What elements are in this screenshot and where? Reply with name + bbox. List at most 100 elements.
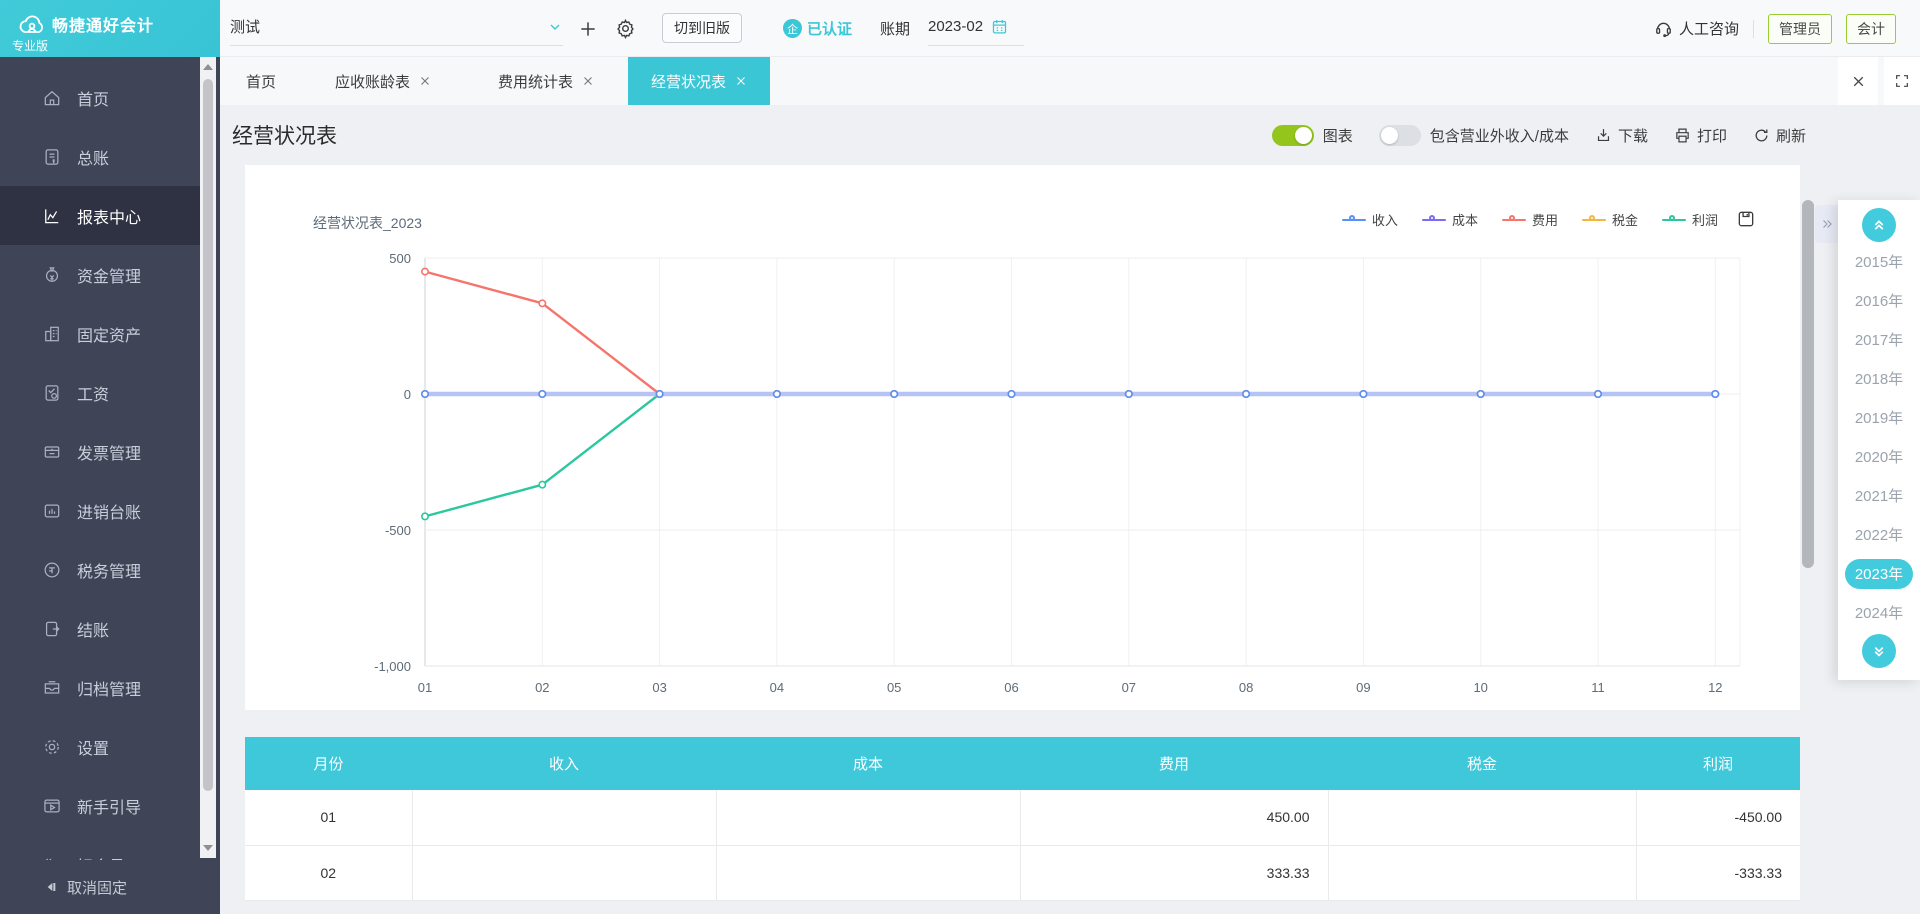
year-item-2019年[interactable]: 2019年 [1854,410,1904,427]
content-scrollbar-thumb[interactable] [1802,200,1814,568]
svg-text:03: 03 [652,680,666,695]
app-edition-label: 专业版 [12,39,49,53]
download-icon [1597,128,1610,141]
table-cell: 01 [245,790,413,846]
sidebar-item-8[interactable]: 进销台账 [0,481,200,540]
fullscreen-icon [1896,75,1908,87]
year-panel-collapse-tab[interactable] [1815,205,1838,243]
table-cell [716,790,1021,846]
period-picker[interactable]: 2023-02 [928,8,1024,46]
divider [1753,19,1754,38]
scroll-down-arrow-icon[interactable] [203,845,213,851]
year-item-2021年[interactable]: 2021年 [1854,488,1904,505]
switch-old-version-button[interactable]: 切到旧版 [662,13,742,43]
scroll-up-arrow-icon[interactable] [203,64,213,70]
column-header-成本: 成本 [716,737,1020,790]
certified-badge[interactable]: 企 已认证 [783,0,852,57]
nonoperating-toggle[interactable] [1378,124,1421,146]
chevron-down-icon[interactable] [547,19,563,35]
year-item-2020年[interactable]: 2020年 [1854,449,1904,466]
svg-text:-1,000: -1,000 [374,659,411,674]
year-item-2017年[interactable]: 2017年 [1854,332,1904,349]
unpin-sidebar-button[interactable]: 取消固定 [0,860,220,914]
sidebar-item-label: 税务管理 [77,563,142,581]
sidebar-item-2[interactable]: 总账 [0,127,200,186]
tab-item-1[interactable]: 首页 [232,57,290,105]
year-item-2018年[interactable]: 2018年 [1854,371,1904,388]
sidebar-item-label: 总账 [77,150,110,168]
sidebar-item-14[interactable]: 好会员 [0,835,200,860]
sidebar-item-10[interactable]: 结账 [0,599,200,658]
close-icon[interactable] [735,75,747,87]
fullscreen-button[interactable] [1884,57,1920,105]
svg-text:11: 11 [1591,680,1605,695]
role-admin-button[interactable]: 管理员 [1768,13,1832,44]
sidebar-item-11[interactable]: 归档管理 [0,658,200,717]
year-scroll-down-button[interactable] [1862,634,1896,668]
year-item-2022年[interactable]: 2022年 [1854,527,1904,544]
chart-toggle-group[interactable]: 图表 [1271,124,1353,146]
sidebar-item-6[interactable]: 工资 [0,363,200,422]
purchase-sale-ledger-icon [42,501,62,521]
legend-label: 费用 [1531,212,1558,228]
sidebar-item-3[interactable]: 报表中心 [0,186,200,245]
logo-block: 畅捷通好会计 专业版 [0,0,220,57]
svg-text:01: 01 [418,680,432,695]
account-select[interactable]: 测试 [230,8,563,46]
sidebar-item-9[interactable]: 税务管理 [0,540,200,599]
sidebar-item-5[interactable]: 固定资产 [0,304,200,363]
refresh-button[interactable]: 刷新 [1753,125,1806,146]
support-link[interactable]: 人工咨询 [1654,18,1739,39]
sidebar-item-1[interactable]: 首页 [0,68,200,127]
role-accountant-button[interactable]: 会计 [1846,13,1896,44]
year-list: 2015年 2016年 2017年 2018年 2019年 2020年 2021年 2022年… [1838,242,1920,632]
year-scroll-up-button[interactable] [1862,208,1896,242]
legend-label: 利润 [1691,212,1718,228]
legend-marker-icon [1421,213,1446,226]
settings-icon [42,737,62,757]
save-image-icon[interactable] [1736,209,1756,229]
nonoperating-toggle-group[interactable]: 包含营业外收入/成本 [1378,124,1569,146]
refresh-label: 刷新 [1775,127,1806,145]
sidebar-item-12[interactable]: 设置 [0,717,200,776]
sidebar-item-13[interactable]: 新手引导 [0,776,200,835]
add-account-set-icon[interactable] [578,0,598,57]
tax-management-icon [42,560,62,580]
print-button[interactable]: 打印 [1674,125,1727,146]
sidebar-item-7[interactable]: 发票管理 [0,422,200,481]
close-all-tabs-button[interactable] [1838,57,1878,105]
tab-item-4[interactable]: 经营状况表 [628,57,770,105]
legend-item-费用[interactable]: 费用 [1501,210,1558,229]
year-item-2016年[interactable]: 2016年 [1854,293,1904,310]
download-button[interactable]: 下载 [1595,125,1648,146]
table-cell: 333.33 [1020,845,1329,901]
sidebar-item-label: 资金管理 [77,268,142,286]
gear-icon[interactable] [615,0,636,57]
legend-label: 收入 [1371,212,1398,228]
legend-item-税金[interactable]: 税金 [1581,210,1638,229]
sidebar-scrollbar-thumb[interactable] [203,79,213,791]
year-item-2015年[interactable]: 2015年 [1854,254,1904,271]
tab-item-3[interactable]: 费用统计表 [482,57,610,105]
sidebar-scrollbar[interactable] [200,57,216,858]
chart-legend: 收入 成本 费用 税金 利润 [1341,209,1756,229]
sidebar-item-4[interactable]: 资金管理 [0,245,200,304]
table-cell: 02 [245,845,413,901]
certified-label: 已认证 [807,21,853,38]
table-cell: 450.00 [1020,790,1329,846]
chart-toggle[interactable] [1271,124,1314,146]
legend-item-收入[interactable]: 收入 [1341,210,1398,229]
close-icon[interactable] [419,75,431,87]
calendar-icon[interactable] [991,18,1008,35]
topbar: 畅捷通好会计 专业版 测试 切到旧版 企 已认证 账期 2023-02 [0,0,1920,57]
legend-item-成本[interactable]: 成本 [1421,210,1478,229]
table-cell [1328,845,1637,901]
legend-marker-icon [1501,213,1526,226]
year-item-2023年[interactable]: 2023年 [1838,554,1920,593]
year-item-2024年[interactable]: 2024年 [1854,605,1904,622]
close-icon[interactable] [582,75,594,87]
tab-label: 经营状况表 [650,73,726,91]
tab-item-2[interactable]: 应收账龄表 [318,57,448,105]
legend-item-利润[interactable]: 利润 [1661,210,1718,229]
